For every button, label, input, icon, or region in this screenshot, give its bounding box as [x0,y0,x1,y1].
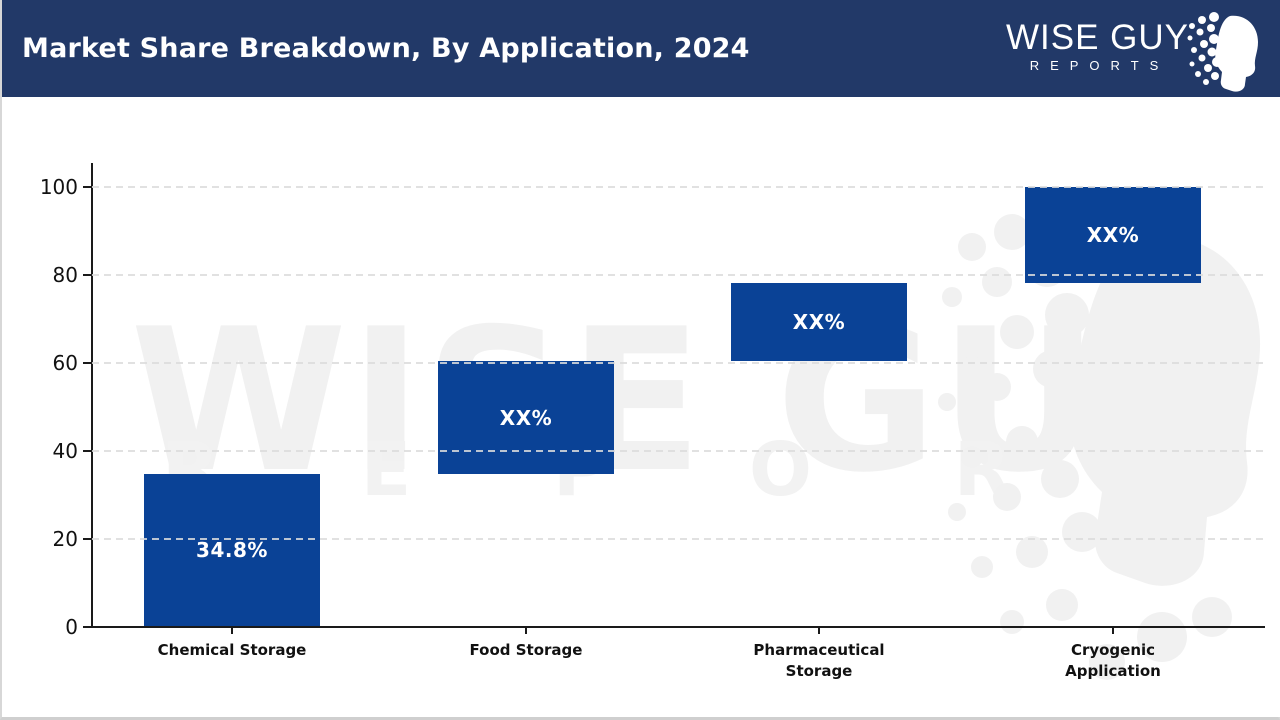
chart-title: Market Share Breakdown, By Application, … [22,33,750,64]
chart-area: WISE GUY R E P O R T S 02040608010034.8%… [2,97,1280,717]
brand-name: WISE GUY [1006,18,1190,57]
bar-value-label: XX% [792,310,846,335]
bar-pharmaceutical-storage: XX% [731,282,907,362]
bar-value-label: XX% [1086,222,1140,247]
y-tick-label: 0 [65,615,78,639]
y-tick-label: 80 [52,263,78,287]
gridline-20 [92,538,1264,540]
header-banner: Market Share Breakdown, By Application, … [2,0,1280,97]
bar-food-storage: XX% [438,361,614,474]
x-tick-chemical-storage [231,628,233,634]
x-category-label-food-storage: Food Storage [469,641,583,659]
x-tick-food-storage [525,628,527,634]
y-tick-100 [83,186,92,188]
y-tick-label: 100 [39,175,78,199]
gridline-60 [92,362,1264,364]
bar-chemical-storage: 34.8% [144,473,320,627]
y-tick-label: 20 [52,527,78,551]
y-tick-label: 60 [52,351,78,375]
x-tick-cryogenic-application [1112,628,1114,634]
bar-value-label: XX% [499,405,553,430]
y-tick-60 [83,362,92,364]
gridline-80 [92,274,1264,276]
logo-face-icon [1184,12,1262,98]
brand-logo: WISE GUY REPORTS [1006,10,1258,92]
gridline-40 [92,450,1264,452]
x-tick-pharmaceutical-storage [818,628,820,634]
x-category-label-pharmaceutical-storage: Pharmaceutical Storage [753,641,885,680]
x-category-label-chemical-storage: Chemical Storage [157,641,307,659]
bar-cryogenic-application: XX% [1025,187,1201,283]
gridline-100 [92,186,1264,188]
x-axis-line [90,626,1265,628]
brand-subtitle: REPORTS [1029,58,1170,73]
brand-logo-text: WISE GUY REPORTS [1006,20,1189,73]
x-category-label-cryogenic-application: Cryogenic Application [1065,641,1161,680]
y-tick-40 [83,450,92,452]
watermark-face-icon [912,200,1272,711]
y-tick-0 [83,626,92,628]
bar-value-label: 34.8% [196,538,268,563]
y-tick-label: 40 [52,439,78,463]
y-tick-80 [83,274,92,276]
y-tick-20 [83,538,92,540]
y-axis-line [91,163,93,628]
